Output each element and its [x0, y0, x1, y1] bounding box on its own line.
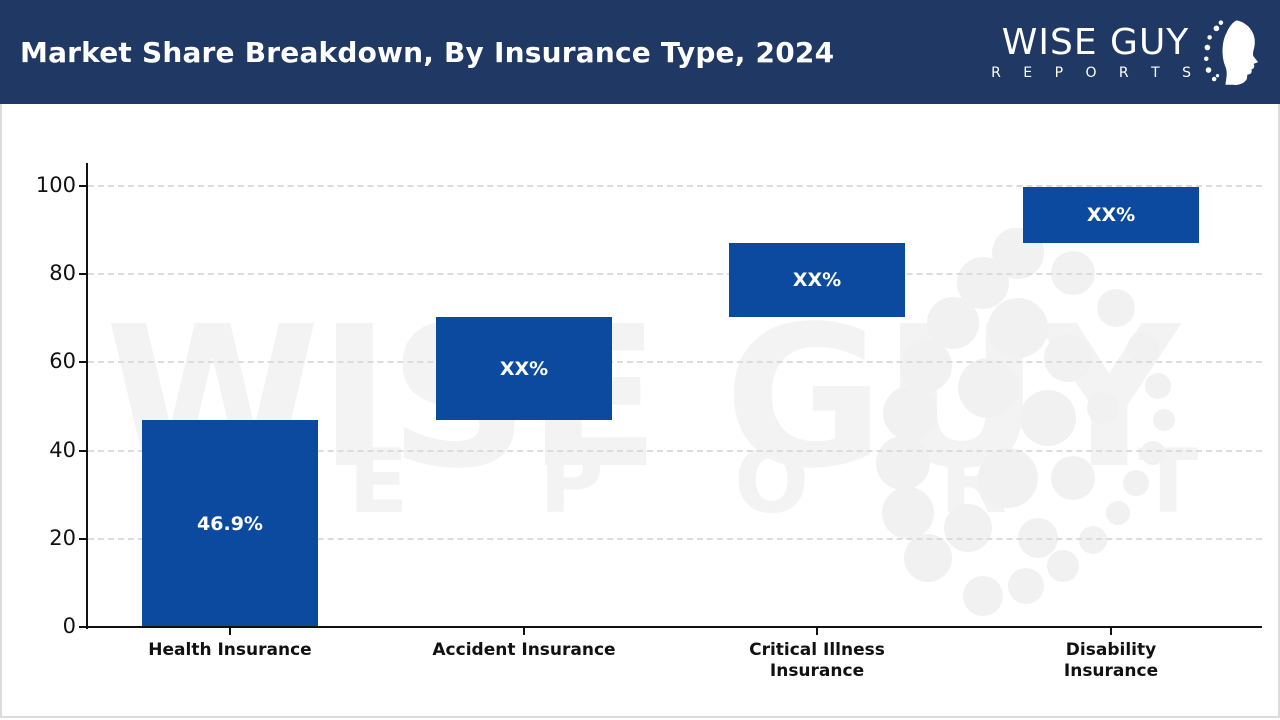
- y-tick-label-0: 0: [62, 614, 76, 638]
- page-title: Market Share Breakdown, By Insurance Typ…: [20, 35, 835, 69]
- bar-value-label-disability-insurance: XX%: [1086, 203, 1136, 226]
- bar-disability-insurance: XX%: [1023, 186, 1199, 243]
- brand-head-icon: [1204, 20, 1259, 85]
- brand-logo: WISE GUY R E P O R T S: [991, 4, 1266, 100]
- y-tick-mark-40: [79, 449, 88, 452]
- header: Market Share Breakdown, By Insurance Typ…: [0, 0, 1280, 104]
- y-tick-label-40: 40: [49, 437, 76, 462]
- bar-value-label-accident-insurance: XX%: [499, 357, 549, 380]
- brand-subtitle: R E P O R T S: [991, 64, 1200, 81]
- y-tick-mark-0: [79, 626, 88, 628]
- y-tick-mark-100: [79, 185, 88, 187]
- x-category-label-health-insurance: Health Insurance: [148, 640, 312, 660]
- x-tick-mark-health-insurance: [229, 628, 231, 635]
- y-axis: [86, 163, 88, 629]
- y-tick-label-100: 100: [35, 173, 76, 197]
- gridline-40: [88, 449, 1262, 452]
- x-tick-mark-accident-insurance: [523, 628, 525, 635]
- gridline-20: [88, 537, 1262, 540]
- x-tick-mark-disability-insurance: [1110, 628, 1112, 635]
- y-tick-mark-80: [79, 273, 88, 276]
- x-category-label-accident-insurance: Accident Insurance: [432, 640, 616, 660]
- y-tick-mark-60: [79, 361, 88, 364]
- gridline-100: [88, 185, 1262, 187]
- y-tick-mark-20: [79, 537, 88, 540]
- bar-value-label-health-insurance: 46.9%: [197, 512, 263, 535]
- gridline-80: [88, 273, 1262, 276]
- watermark-dot-head-graphic: [876, 228, 1175, 616]
- brand-logo-text: WISE GUY R E P O R T S: [991, 21, 1200, 81]
- bar-accident-insurance: XX%: [436, 316, 612, 421]
- x-category-label-critical-illness-insurance: Critical Illness Insurance: [749, 640, 885, 681]
- x-category-label-disability-insurance: Disability Insurance: [1063, 640, 1159, 681]
- brand-name: WISE GUY: [1001, 21, 1190, 63]
- y-tick-label-60: 60: [49, 349, 76, 374]
- bar-health-insurance: 46.9%: [142, 420, 318, 627]
- x-axis: [86, 626, 1262, 628]
- bar-critical-illness-insurance: XX%: [729, 242, 905, 317]
- x-tick-mark-critical-illness-insurance: [816, 628, 818, 635]
- y-tick-label-80: 80: [49, 261, 76, 286]
- bar-value-label-critical-illness-insurance: XX%: [792, 268, 842, 291]
- gridline-60: [88, 361, 1262, 364]
- y-tick-label-20: 20: [49, 525, 76, 550]
